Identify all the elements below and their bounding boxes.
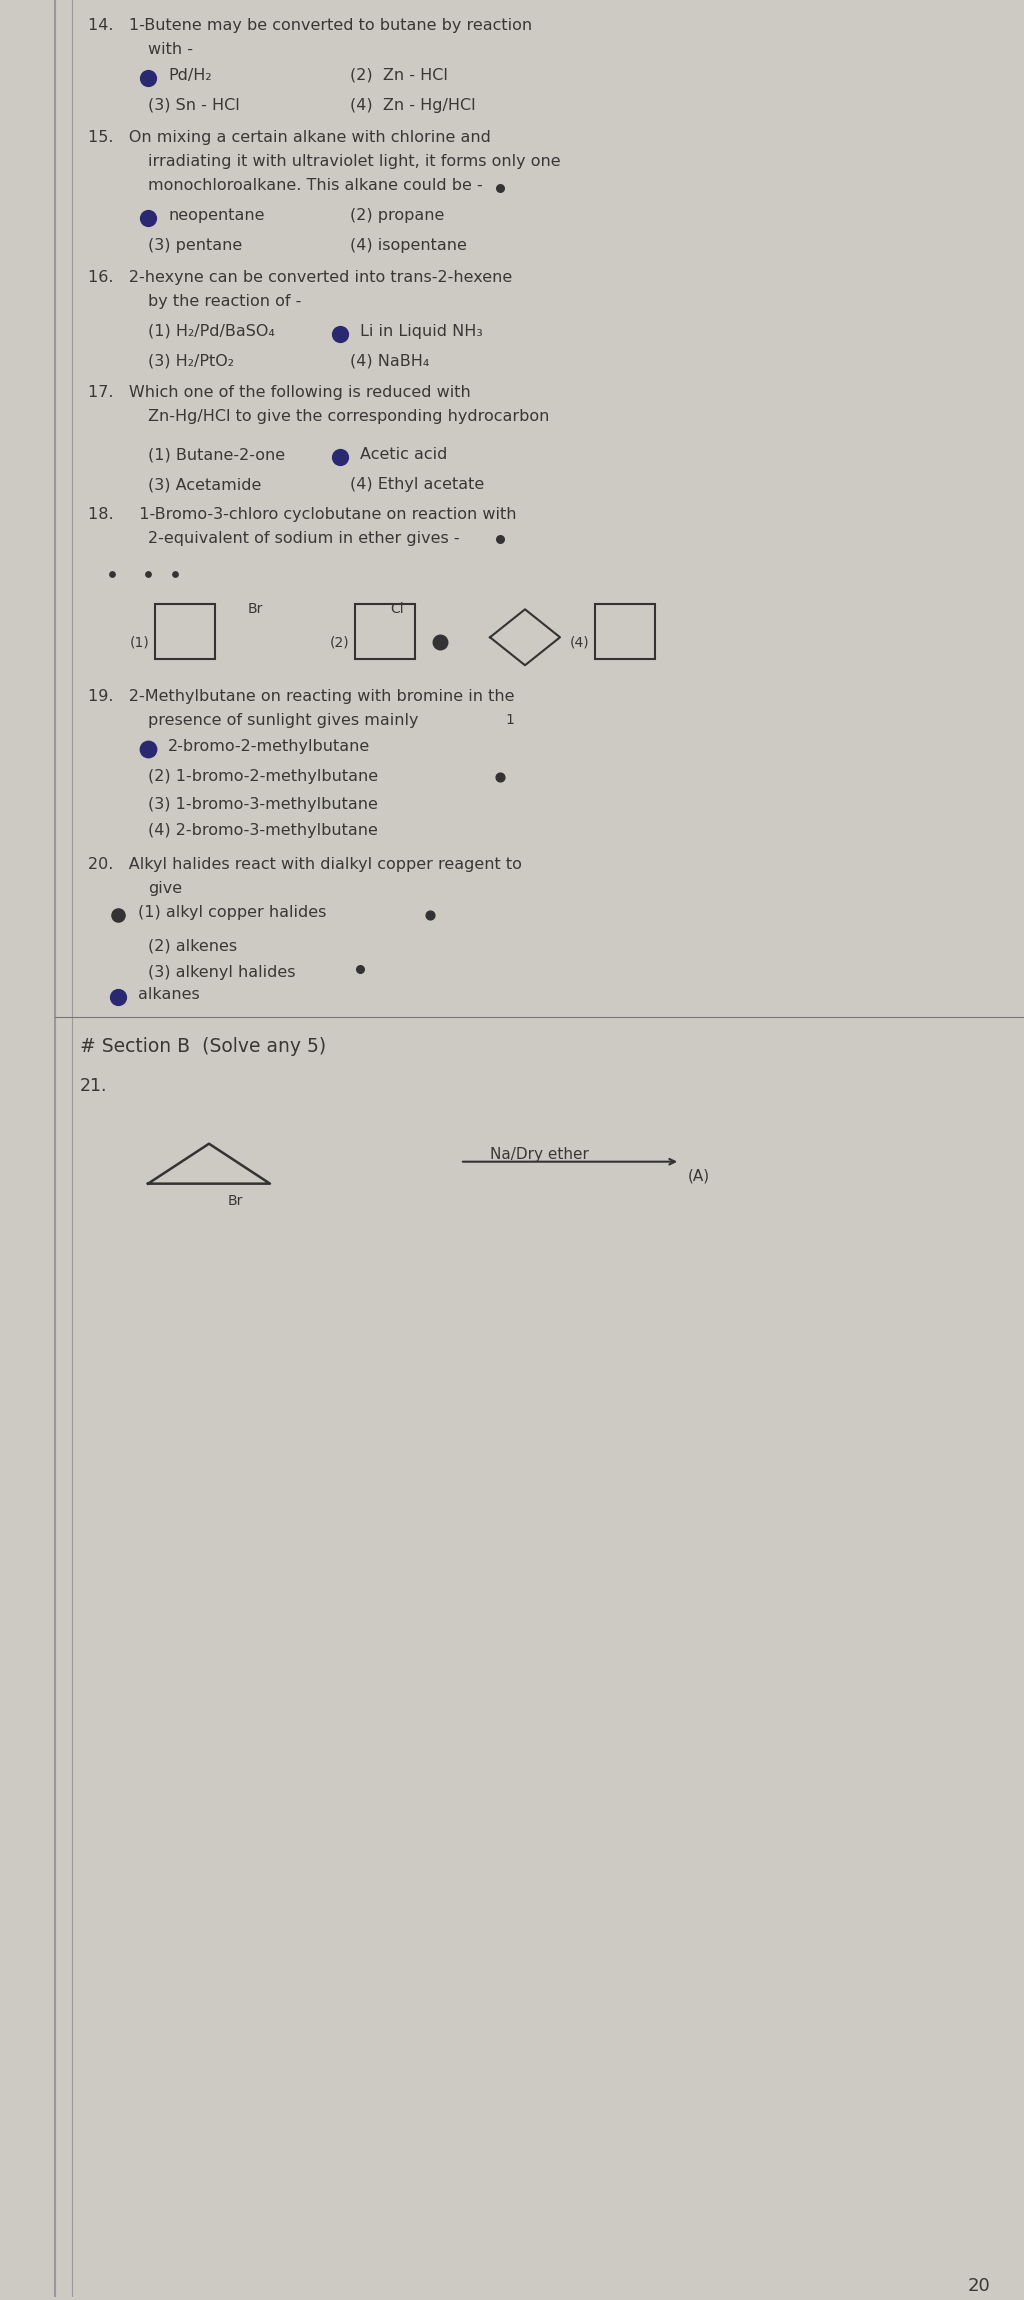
Point [332,315,348,352]
Text: monochloroalkane. This alkane could be -: monochloroalkane. This alkane could be - [148,177,482,193]
Text: 20.   Alkyl halides react with dialkyl copper reagent to: 20. Alkyl halides react with dialkyl cop… [88,858,522,872]
Text: 19.   2-Methylbutane on reacting with bromine in the: 19. 2-Methylbutane on reacting with brom… [88,690,514,704]
Point [103,557,120,593]
Text: 1: 1 [505,713,514,727]
Text: (3) Sn - HCl: (3) Sn - HCl [148,99,240,113]
Point [140,731,157,768]
Text: Zn-Hg/HCl to give the corresponding hydrocarbon: Zn-Hg/HCl to give the corresponding hydr… [148,409,549,423]
Text: alkanes: alkanes [138,987,200,1003]
Text: 17.   Which one of the following is reduced with: 17. Which one of the following is reduce… [88,384,471,400]
Text: (3) 1-bromo-3-methylbutane: (3) 1-bromo-3-methylbutane [148,798,378,812]
Text: (A): (A) [688,1168,710,1184]
Text: (3) alkenyl halides: (3) alkenyl halides [148,966,296,980]
Text: 20: 20 [968,2277,990,2295]
Text: (2)  Zn - HCl: (2) Zn - HCl [350,69,447,83]
Text: 16.   2-hexyne can be converted into trans-2-hexene: 16. 2-hexyne can be converted into trans… [88,269,512,285]
Text: (1) alkyl copper halides: (1) alkyl copper halides [138,904,327,920]
Text: Pd/H₂: Pd/H₂ [168,69,212,83]
Text: (2) 1-bromo-2-methylbutane: (2) 1-bromo-2-methylbutane [148,768,378,784]
Text: with -: with - [148,41,193,58]
Text: presence of sunlight gives mainly: presence of sunlight gives mainly [148,713,419,729]
Bar [355,605,415,660]
Text: (3) H₂/PtO₂: (3) H₂/PtO₂ [148,354,234,368]
Text: # Section B  (Solve any 5): # Section B (Solve any 5) [80,1037,326,1056]
Point [492,759,508,796]
Text: (3) Acetamide: (3) Acetamide [148,478,261,492]
Text: (4) isopentane: (4) isopentane [350,237,467,253]
Text: (4) NaBH₄: (4) NaBH₄ [350,354,429,368]
Text: Cl: Cl [390,603,403,616]
Point [140,200,157,237]
Point [422,897,438,934]
Text: 14.   1-Butene may be converted to butane by reaction: 14. 1-Butene may be converted to butane … [88,18,532,32]
Text: give: give [148,881,182,897]
Point [492,170,508,207]
Text: (2) alkenes: (2) alkenes [148,938,238,954]
Point [492,522,508,559]
Text: (4) 2-bromo-3-methylbutane: (4) 2-bromo-3-methylbutane [148,823,378,837]
Text: 2-equivalent of sodium in ether gives -: 2-equivalent of sodium in ether gives - [148,531,460,547]
Text: (2) propane: (2) propane [350,207,444,223]
Text: (1) H₂/Pd/BaSO₄: (1) H₂/Pd/BaSO₄ [148,324,274,338]
Point [140,557,157,593]
Bar [595,605,655,660]
Text: (2): (2) [330,635,349,649]
Text: 18.     1-Bromo-3-chloro cyclobutane on reaction with: 18. 1-Bromo-3-chloro cyclobutane on reac… [88,508,516,522]
Text: by the reaction of -: by the reaction of - [148,294,301,308]
Text: 15.   On mixing a certain alkane with chlorine and: 15. On mixing a certain alkane with chlo… [88,129,490,145]
Text: Na/Dry ether: Na/Dry ether [490,1148,589,1162]
Text: (1): (1) [130,635,150,649]
Text: Acetic acid: Acetic acid [360,448,447,462]
Bar [155,605,215,660]
Text: Li in Liquid NH₃: Li in Liquid NH₃ [360,324,483,338]
Text: (4): (4) [570,635,590,649]
Point [332,439,348,476]
Text: 21.: 21. [80,1076,108,1095]
Text: (1) Butane-2-one: (1) Butane-2-one [148,448,285,462]
Point [167,557,183,593]
Point [110,897,126,934]
Text: (3) pentane: (3) pentane [148,237,243,253]
Text: neopentane: neopentane [168,207,264,223]
Point [432,623,449,660]
Text: (4) Ethyl acetate: (4) Ethyl acetate [350,478,484,492]
Text: irradiating it with ultraviolet light, it forms only one: irradiating it with ultraviolet light, i… [148,154,560,168]
Text: (4)  Zn - Hg/HCl: (4) Zn - Hg/HCl [350,99,475,113]
Point [110,978,126,1014]
Point [140,60,157,97]
Text: 2-bromo-2-methylbutane: 2-bromo-2-methylbutane [168,738,371,754]
Point [352,950,369,987]
Text: Br: Br [228,1194,244,1208]
Text: Br: Br [248,603,263,616]
